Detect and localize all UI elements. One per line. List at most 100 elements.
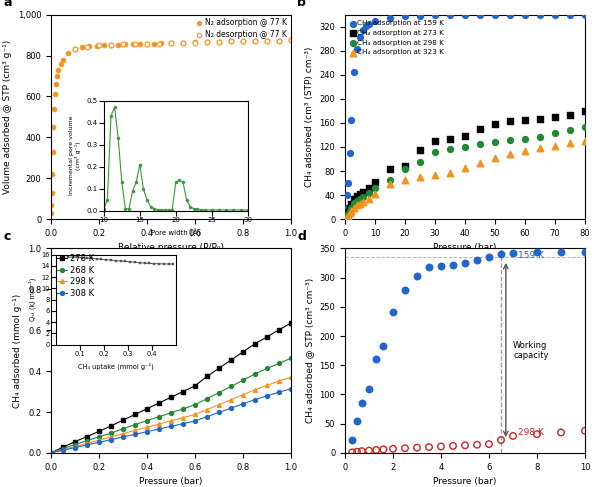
CH₄ adsorption at 298 K	[550, 129, 560, 137]
278 K	[203, 374, 211, 379]
Point	[580, 427, 590, 434]
268 K	[263, 366, 271, 372]
Point	[379, 342, 388, 350]
278 K	[179, 389, 187, 394]
N₂ adsorption @ 77 K	[167, 40, 175, 46]
268 K	[227, 384, 235, 390]
N₂ adsorption @ 77 K	[122, 41, 129, 47]
CH₄ adsorption at 323 K	[344, 209, 354, 217]
308 K	[119, 434, 127, 440]
Text: 298 K: 298 K	[518, 428, 544, 436]
CH₄ adsorption at 159 K	[364, 20, 374, 28]
CH₄ adsorption at 298 K	[370, 184, 380, 192]
N₂ adsorption @ 77 K	[64, 51, 71, 56]
CH₄ adsorption at 298 K	[400, 165, 410, 172]
CH₄ adsorption at 159 K	[400, 13, 410, 20]
N₂ adsorption @ 77 K	[48, 189, 55, 195]
CH₄ adsorption at 323 K	[565, 139, 575, 147]
N₂ adsorption @ 77 K	[215, 38, 223, 44]
308 K	[239, 401, 247, 407]
N₂ adsorption @ 77 K	[86, 43, 93, 49]
298 K	[119, 431, 127, 437]
308 K	[131, 431, 139, 437]
Text: Working
capacity: Working capacity	[513, 341, 548, 360]
Point	[424, 443, 434, 451]
CH₄ adsorption at 159 K	[565, 11, 575, 19]
CH₄ adsorption at 159 K	[550, 11, 560, 19]
Text: b: b	[297, 0, 306, 9]
CH₄ adsorption at 273 K	[364, 184, 374, 192]
298 K	[143, 424, 151, 430]
298 K	[47, 450, 55, 456]
CH₄ adsorption at 298 K	[343, 212, 352, 220]
298 K	[191, 412, 199, 417]
CH₄ adsorption at 323 K	[535, 144, 545, 151]
Legend: CH₄ adsorption at 159 K, CH₄ adsorption at 273 K, CH₄ adsorption at 298 K, CH₄ a: CH₄ adsorption at 159 K, CH₄ adsorption …	[349, 18, 446, 57]
CH₄ adsorption at 298 K	[346, 204, 356, 212]
CH₄ adsorption at 273 K	[346, 200, 356, 208]
N₂ desorption @ 77 K	[107, 42, 115, 48]
CH₄ adsorption at 323 K	[550, 142, 560, 150]
308 K	[251, 396, 259, 402]
N₂ adsorption @ 77 K	[47, 210, 55, 216]
Point	[347, 436, 357, 444]
CH₄ adsorption at 298 K	[349, 199, 359, 207]
298 K	[251, 387, 259, 393]
CH₄ adsorption at 323 K	[364, 195, 374, 203]
CH₄ adsorption at 298 K	[490, 138, 500, 146]
278 K	[155, 400, 163, 406]
268 K	[155, 414, 163, 420]
CH₄ adsorption at 323 K	[343, 213, 352, 221]
Text: c: c	[3, 230, 10, 243]
N₂ adsorption @ 77 K	[79, 44, 86, 50]
308 K	[275, 389, 283, 395]
268 K	[95, 434, 103, 440]
N₂ adsorption @ 77 K	[179, 40, 187, 46]
CH₄ adsorption at 273 K	[445, 135, 455, 143]
Point	[472, 441, 482, 449]
CH₄ adsorption at 298 K	[580, 123, 590, 131]
N₂ adsorption @ 77 K	[191, 39, 199, 45]
278 K	[287, 320, 295, 326]
CH₄ adsorption at 159 K	[535, 11, 545, 19]
268 K	[119, 426, 127, 431]
278 K	[131, 412, 139, 417]
CH₄ adsorption at 323 K	[358, 198, 368, 206]
268 K	[143, 418, 151, 424]
Point	[460, 441, 470, 449]
Point	[347, 449, 357, 456]
Text: d: d	[297, 230, 306, 243]
N₂ adsorption @ 77 K	[53, 73, 61, 79]
N₂ adsorption @ 77 K	[57, 61, 64, 67]
298 K	[71, 444, 79, 450]
CH₄ adsorption at 323 K	[400, 176, 410, 184]
Y-axis label: CH₄ adsorbed @ STP (cm³ cm⁻³): CH₄ adsorbed @ STP (cm³ cm⁻³)	[305, 278, 314, 423]
CH₄ adsorption at 323 K	[349, 204, 359, 212]
N₂ desorption @ 77 K	[143, 41, 151, 47]
N₂ adsorption @ 77 K	[151, 41, 158, 47]
268 K	[83, 438, 91, 444]
298 K	[227, 397, 235, 403]
278 K	[227, 357, 235, 363]
278 K	[167, 394, 175, 400]
N₂ adsorption @ 77 K	[239, 38, 247, 44]
CH₄ adsorption at 298 K	[343, 210, 353, 218]
278 K	[215, 365, 223, 371]
CH₄ adsorption at 159 K	[343, 191, 352, 199]
CH₄ adsorption at 159 K	[341, 213, 350, 221]
308 K	[143, 429, 151, 434]
268 K	[251, 371, 259, 377]
N₂ adsorption @ 77 K	[143, 41, 151, 47]
CH₄ adsorption at 323 K	[355, 200, 365, 207]
278 K	[263, 334, 271, 340]
CH₄ adsorption at 273 K	[343, 208, 353, 216]
298 K	[59, 447, 67, 452]
Point	[496, 250, 506, 258]
Y-axis label: CH₄ adsorbed (mmol g⁻¹): CH₄ adsorbed (mmol g⁻¹)	[13, 294, 22, 408]
Point	[371, 446, 381, 454]
CH₄ adsorption at 159 K	[445, 11, 455, 19]
Point	[364, 447, 374, 454]
Point	[357, 447, 367, 455]
CH₄ adsorption at 323 K	[370, 190, 380, 198]
268 K	[239, 377, 247, 383]
